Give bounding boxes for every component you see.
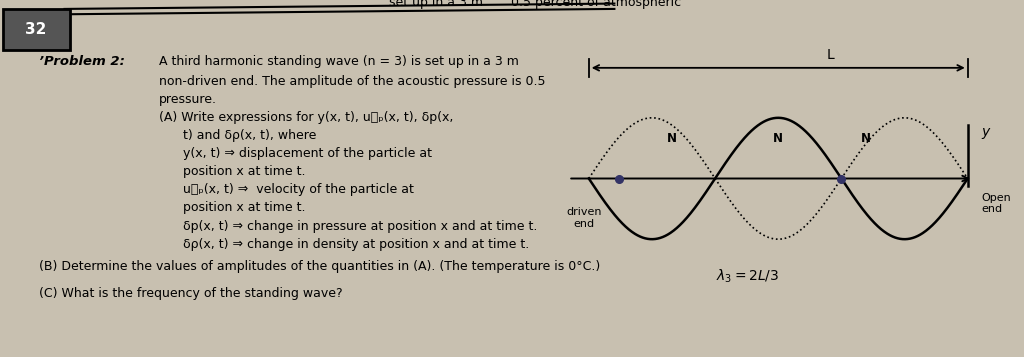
Text: (C) What is the frequency of the standing wave?: (C) What is the frequency of the standin… (39, 287, 343, 300)
Text: position x at time t.: position x at time t. (159, 165, 305, 178)
Text: ’Problem 2:: ’Problem 2: (39, 55, 125, 68)
Text: δρ(x, t) ⇒ change in density at position x and at time t.: δρ(x, t) ⇒ change in density at position… (159, 238, 529, 251)
Text: Open
end: Open end (981, 193, 1011, 215)
Text: driven
end: driven end (566, 207, 601, 229)
Text: position x at time t.: position x at time t. (159, 201, 305, 213)
FancyBboxPatch shape (3, 9, 70, 50)
Text: N: N (860, 132, 870, 145)
Text: pressure.: pressure. (159, 93, 217, 106)
Text: δp(x, t) ⇒ change in pressure at position x and at time t.: δp(x, t) ⇒ change in pressure at positio… (159, 220, 538, 232)
Text: set up in a 3 m       0.5 percent of atmospheric: set up in a 3 m 0.5 percent of atmospher… (389, 0, 681, 9)
Text: y: y (981, 125, 989, 139)
Text: non-driven end. The amplitude of the acoustic pressure is 0.5: non-driven end. The amplitude of the aco… (159, 75, 545, 88)
Text: N: N (773, 132, 783, 145)
Text: u₟ₚ(x, t) ⇒  velocity of the particle at: u₟ₚ(x, t) ⇒ velocity of the particle at (159, 183, 414, 196)
Text: t) and δρ(x, t), where: t) and δρ(x, t), where (159, 129, 316, 142)
Text: (B) Determine the values of amplitudes of the quantities in (A). (The temperatur: (B) Determine the values of amplitudes o… (39, 260, 600, 273)
Text: y(x, t) ⇒ displacement of the particle at: y(x, t) ⇒ displacement of the particle a… (159, 147, 432, 160)
Text: 32: 32 (26, 22, 46, 37)
Text: A third harmonic standing wave (n = 3) is set up in a 3 m: A third harmonic standing wave (n = 3) i… (159, 55, 518, 68)
Text: $\lambda_3 = 2L/3$: $\lambda_3 = 2L/3$ (716, 268, 779, 285)
Text: N: N (668, 132, 677, 145)
Text: L: L (826, 49, 835, 62)
Text: (A) Write expressions for y(x, t), u₟ₚ(x, t), δp(x,: (A) Write expressions for y(x, t), u₟ₚ(x… (159, 111, 453, 124)
